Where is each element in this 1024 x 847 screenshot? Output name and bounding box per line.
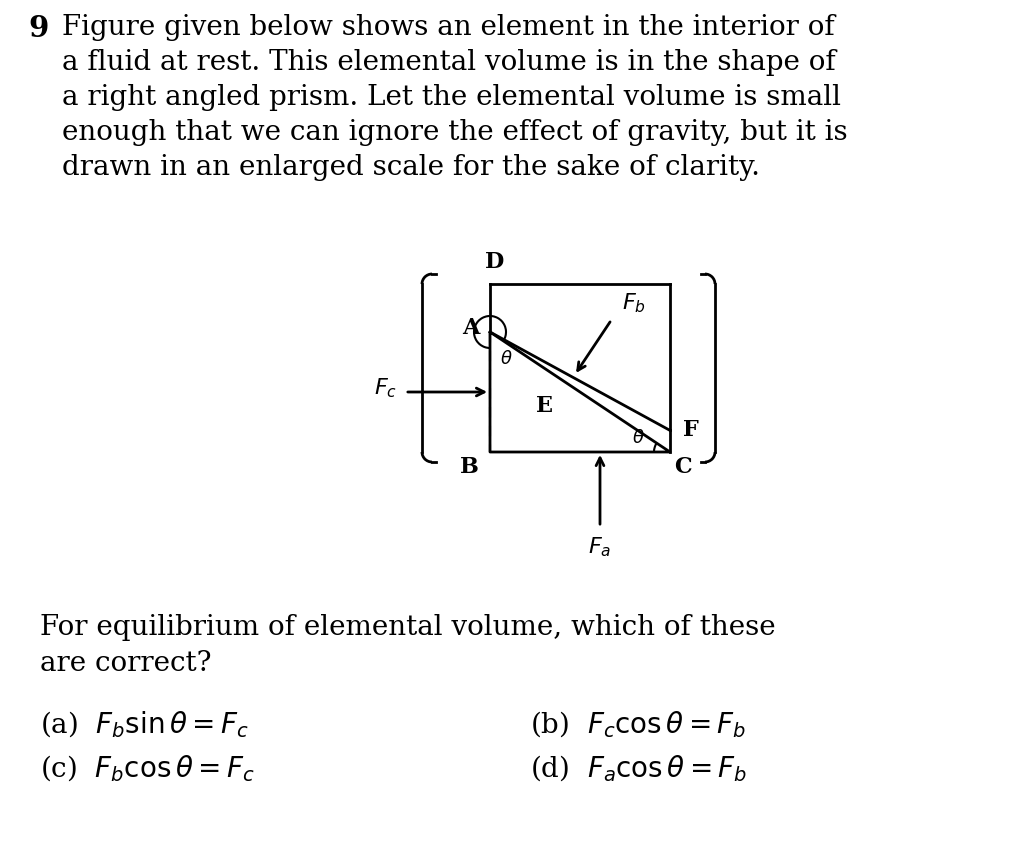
Text: are correct?: are correct? [40, 650, 212, 677]
Text: A: A [462, 317, 479, 339]
Text: $F_a$: $F_a$ [589, 535, 611, 559]
Text: F: F [683, 419, 698, 441]
Text: For equilibrium of elemental volume, which of these: For equilibrium of elemental volume, whi… [40, 614, 775, 641]
Text: enough that we can ignore the effect of gravity, but it is: enough that we can ignore the effect of … [62, 119, 848, 146]
Text: (c)  $F_b\cos\theta = F_c$: (c) $F_b\cos\theta = F_c$ [40, 753, 255, 783]
Text: $F_b$: $F_b$ [622, 291, 645, 314]
Text: $\theta$: $\theta$ [500, 350, 513, 368]
Text: (b)  $F_c\cos\theta = F_b$: (b) $F_c\cos\theta = F_b$ [530, 709, 746, 739]
Text: a fluid at rest. This elemental volume is in the shape of: a fluid at rest. This elemental volume i… [62, 49, 836, 76]
Text: drawn in an enlarged scale for the sake of clarity.: drawn in an enlarged scale for the sake … [62, 154, 760, 181]
Text: $F_c$: $F_c$ [374, 376, 397, 400]
Text: (d)  $F_a\cos\theta = F_b$: (d) $F_a\cos\theta = F_b$ [530, 753, 748, 783]
Text: B: B [460, 456, 479, 478]
Text: a right angled prism. Let the elemental volume is small: a right angled prism. Let the elemental … [62, 84, 841, 111]
Text: Figure given below shows an element in the interior of: Figure given below shows an element in t… [62, 14, 835, 41]
Text: D: D [485, 251, 505, 273]
Text: C: C [674, 456, 691, 478]
Text: 9: 9 [28, 14, 48, 43]
Text: (a)  $F_b\sin\theta = F_c$: (a) $F_b\sin\theta = F_c$ [40, 709, 249, 739]
Text: E: E [536, 396, 553, 418]
Text: $\theta$: $\theta$ [632, 429, 645, 447]
